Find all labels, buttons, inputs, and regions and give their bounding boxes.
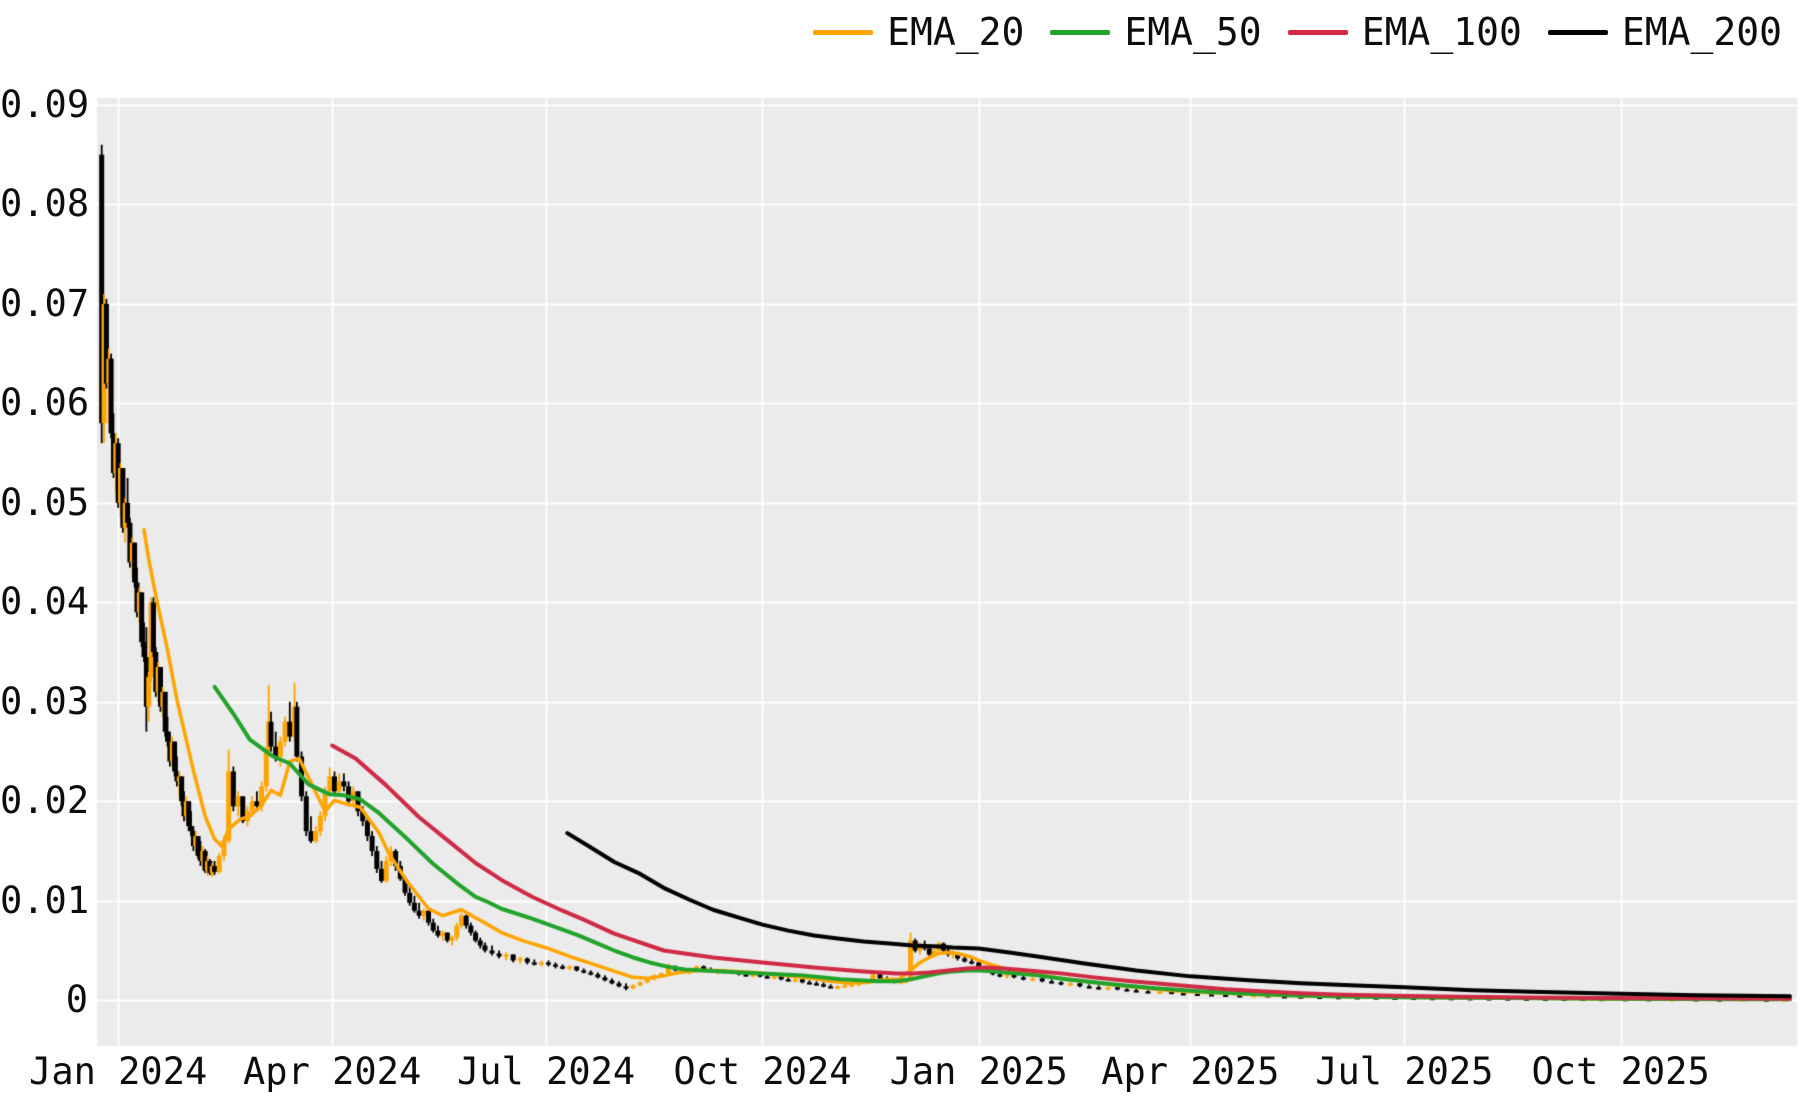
chart-legend: EMA_20 EMA_50 EMA_100 EMA_200 [813,10,1782,54]
x-tick-label: Oct 2024 [673,1050,852,1093]
legend-label: EMA_100 [1361,10,1522,54]
y-tick-label: 0.01 [0,878,90,922]
legend-line-swatch [1050,29,1111,35]
legend-item-ema_50: EMA_50 [1050,10,1262,54]
x-tick-label: Oct 2025 [1531,1050,1710,1093]
y-tick-label: 0 [65,978,88,1022]
x-tick-label: Jul 2024 [456,1050,636,1093]
legend-label: EMA_20 [887,10,1025,54]
y-tick-label: 0.02 [0,779,90,823]
y-tick-label: 0.06 [0,381,90,425]
x-tick-label: Jan 2024 [29,1050,208,1093]
legend-label: EMA_200 [1621,10,1782,54]
y-tick-label: 0.05 [0,480,90,524]
legend-label: EMA_50 [1124,10,1262,54]
legend-line-swatch [1547,29,1608,35]
legend-line-swatch [1287,29,1348,35]
legend-line-swatch [813,29,874,35]
y-tick-label: 0.08 [0,182,90,226]
x-tick-label: Jan 2025 [889,1050,1068,1093]
x-tick-label: Apr 2025 [1101,1050,1280,1093]
y-tick-label: 0.04 [0,580,90,624]
legend-item-ema_20: EMA_20 [813,10,1024,54]
legend-item-ema_100: EMA_100 [1287,10,1522,54]
y-tick-label: 0.09 [0,82,90,126]
x-tick-label: Apr 2024 [243,1050,422,1093]
y-tick-label: 0.07 [0,281,90,325]
x-tick-label: Jul 2025 [1315,1050,1494,1093]
legend-item-ema_200: EMA_200 [1547,10,1782,54]
y-tick-label: 0.03 [0,679,90,723]
